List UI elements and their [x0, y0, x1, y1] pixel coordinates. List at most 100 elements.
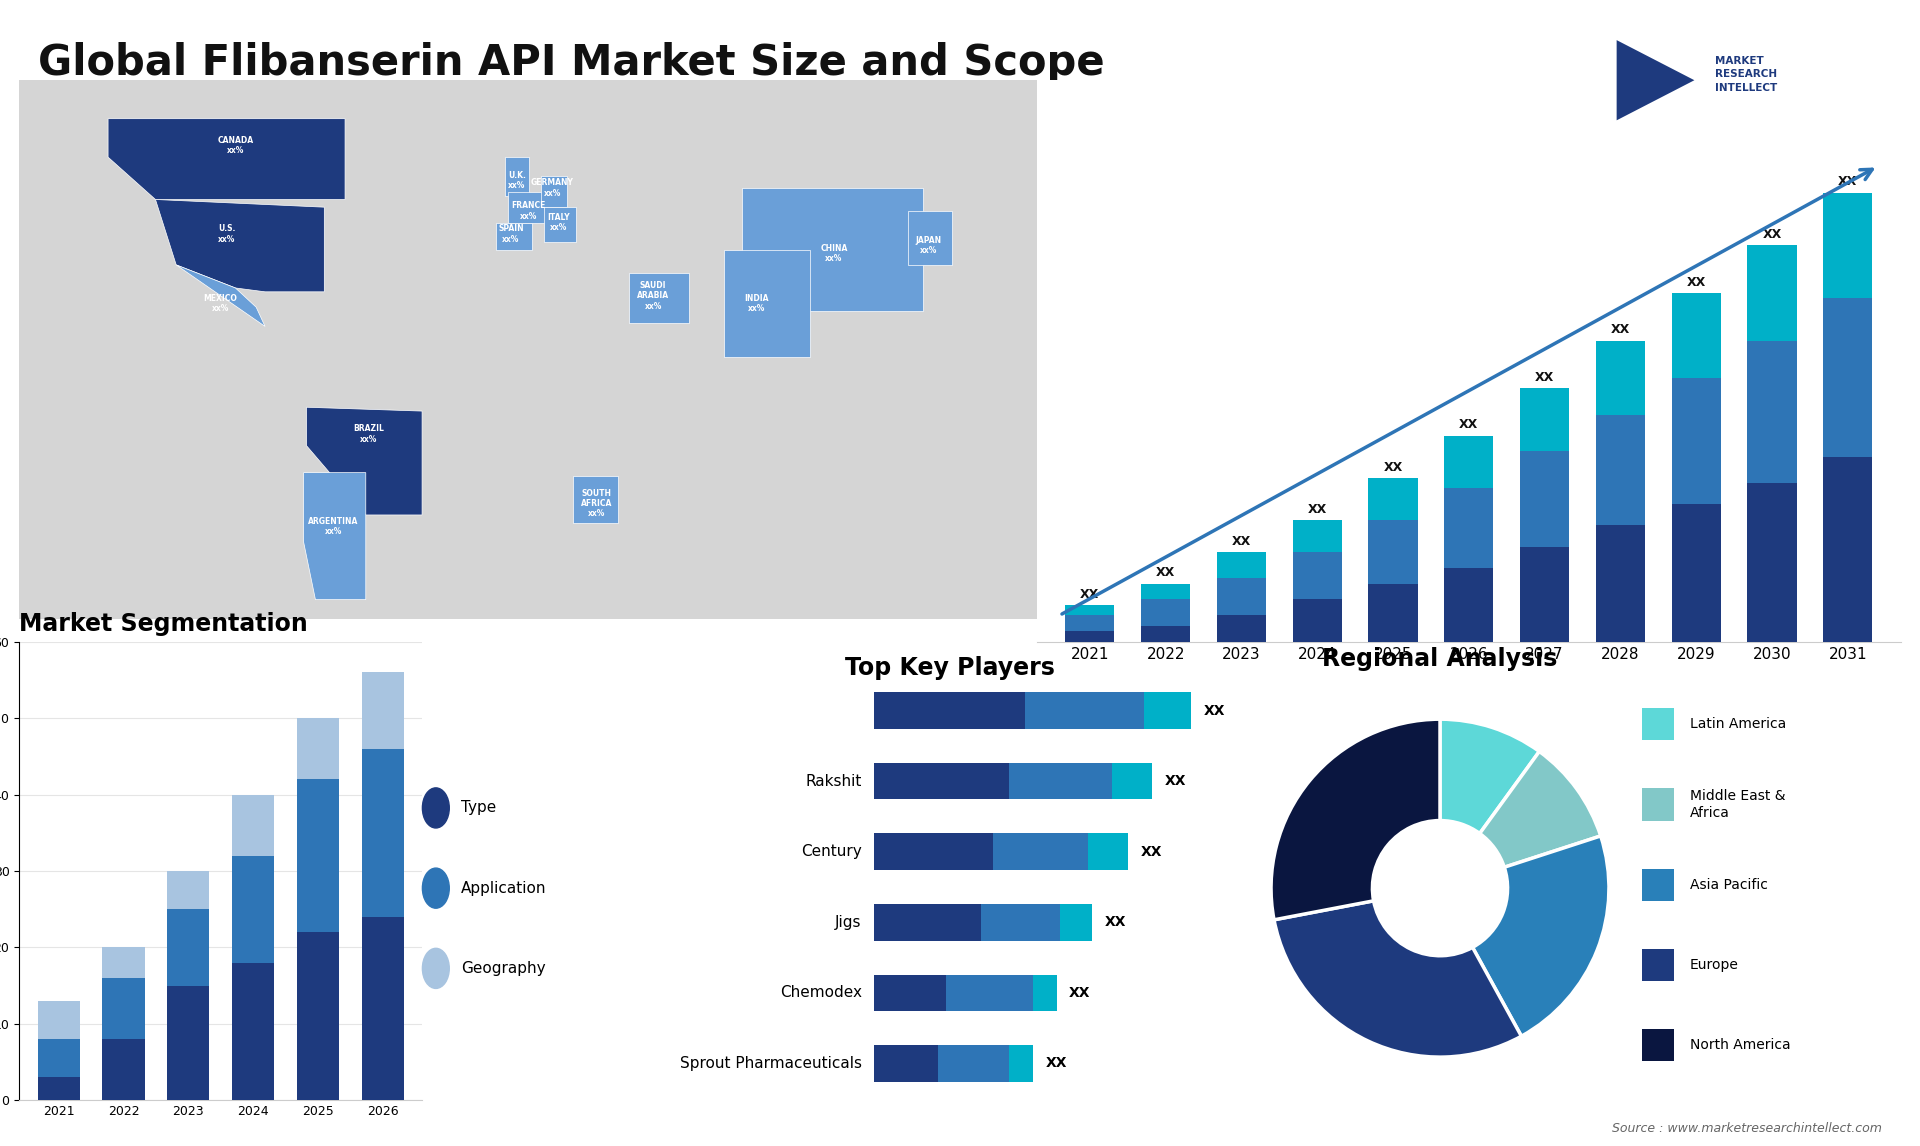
Bar	[102, 1039, 144, 1100]
Text: FRANCE
xx%: FRANCE xx%	[511, 202, 545, 221]
Bar	[993, 833, 1089, 870]
Bar	[1596, 526, 1645, 642]
Text: BRAZIL
xx%: BRAZIL xx%	[353, 424, 384, 444]
Text: XX: XX	[1534, 371, 1553, 384]
Polygon shape	[108, 119, 346, 199]
Bar	[1642, 708, 1674, 740]
Bar	[1292, 599, 1342, 642]
Text: Century: Century	[801, 845, 862, 860]
Bar	[1824, 193, 1872, 298]
Text: Asia Pacific: Asia Pacific	[1690, 878, 1768, 892]
Circle shape	[422, 869, 449, 908]
Text: XX: XX	[1384, 461, 1404, 473]
Polygon shape	[741, 188, 924, 311]
Wedge shape	[1473, 835, 1609, 1036]
Bar	[1217, 552, 1265, 579]
Polygon shape	[505, 157, 528, 196]
Text: Chemodex: Chemodex	[780, 986, 862, 1000]
Bar	[361, 673, 403, 748]
Text: Geography: Geography	[461, 960, 545, 976]
Bar	[1025, 692, 1144, 729]
Bar	[1747, 245, 1797, 340]
Polygon shape	[574, 477, 618, 523]
Text: XX: XX	[1140, 845, 1162, 858]
Text: ARGENTINA
xx%: ARGENTINA xx%	[307, 517, 359, 536]
Text: INDIA
xx%: INDIA xx%	[745, 293, 770, 313]
Wedge shape	[1440, 720, 1540, 833]
Bar	[874, 692, 1025, 729]
Bar	[1521, 547, 1569, 642]
Bar	[1642, 1029, 1674, 1061]
Bar	[1140, 599, 1190, 626]
Text: CHINA
xx%: CHINA xx%	[820, 244, 847, 264]
Text: North America: North America	[1690, 1038, 1791, 1052]
Text: SAUDI
ARABIA
xx%: SAUDI ARABIA xx%	[637, 281, 670, 311]
Polygon shape	[509, 191, 547, 222]
Bar	[874, 1045, 937, 1082]
Bar	[1140, 583, 1190, 599]
Bar	[298, 932, 340, 1100]
Text: XX: XX	[1069, 986, 1091, 1000]
Bar	[1369, 520, 1417, 583]
Bar	[1672, 293, 1720, 377]
Bar	[1747, 484, 1797, 642]
Bar	[1033, 974, 1056, 1011]
Bar	[1596, 340, 1645, 415]
Text: Top Key Players: Top Key Players	[845, 656, 1056, 680]
Title: Regional Analysis: Regional Analysis	[1323, 646, 1557, 670]
Text: CANADA
xx%: CANADA xx%	[217, 136, 253, 156]
Text: XX: XX	[1611, 323, 1630, 336]
Wedge shape	[1480, 752, 1601, 868]
Bar	[1672, 504, 1720, 642]
Text: Market Segmentation: Market Segmentation	[19, 612, 307, 636]
Bar	[1010, 763, 1112, 800]
Polygon shape	[177, 265, 265, 327]
Polygon shape	[1617, 40, 1693, 120]
Text: Rakshit: Rakshit	[804, 774, 862, 788]
Polygon shape	[630, 273, 689, 323]
Polygon shape	[541, 176, 566, 207]
Polygon shape	[724, 250, 810, 358]
Text: Sprout Pharmaceuticals: Sprout Pharmaceuticals	[680, 1055, 862, 1072]
Wedge shape	[1271, 720, 1440, 920]
Text: U.S.
xx%: U.S. xx%	[217, 225, 236, 244]
Text: Jigs: Jigs	[835, 915, 862, 929]
Bar	[232, 794, 275, 856]
Text: Source : www.marketresearchintellect.com: Source : www.marketresearchintellect.com	[1611, 1122, 1882, 1135]
Text: U.K.
xx%: U.K. xx%	[509, 171, 526, 190]
Text: Application: Application	[461, 880, 547, 896]
Polygon shape	[307, 407, 422, 515]
Bar	[1292, 520, 1342, 552]
Bar	[1060, 904, 1092, 941]
Polygon shape	[495, 222, 532, 250]
Text: Latin America: Latin America	[1690, 717, 1786, 731]
Text: XX: XX	[1081, 588, 1100, 601]
Bar	[167, 986, 209, 1100]
Bar	[874, 833, 993, 870]
Bar	[1521, 388, 1569, 452]
Text: Middle East &
Africa: Middle East & Africa	[1690, 790, 1786, 819]
Bar	[1010, 1045, 1033, 1082]
Bar	[1112, 763, 1152, 800]
Bar	[1369, 478, 1417, 520]
Bar	[1066, 631, 1114, 642]
Bar	[1672, 377, 1720, 504]
Text: XX: XX	[1308, 503, 1327, 516]
Bar	[1824, 457, 1872, 642]
Bar	[1521, 452, 1569, 547]
Polygon shape	[908, 211, 952, 265]
Text: SOUTH
AFRICA
xx%: SOUTH AFRICA xx%	[582, 488, 612, 518]
Text: GERMANY
xx%: GERMANY xx%	[532, 179, 574, 197]
Text: MEXICO
xx%: MEXICO xx%	[204, 293, 238, 313]
Text: Global Flibanserin API Market Size and Scope: Global Flibanserin API Market Size and S…	[38, 42, 1106, 84]
Wedge shape	[1275, 901, 1521, 1057]
Text: Type: Type	[461, 800, 495, 816]
Bar	[1642, 949, 1674, 981]
Text: XX: XX	[1763, 228, 1782, 241]
Bar	[102, 978, 144, 1039]
Text: XX: XX	[1686, 276, 1705, 289]
Bar	[1144, 692, 1190, 729]
Bar	[1066, 615, 1114, 631]
Bar	[298, 779, 340, 932]
Bar	[1066, 605, 1114, 615]
